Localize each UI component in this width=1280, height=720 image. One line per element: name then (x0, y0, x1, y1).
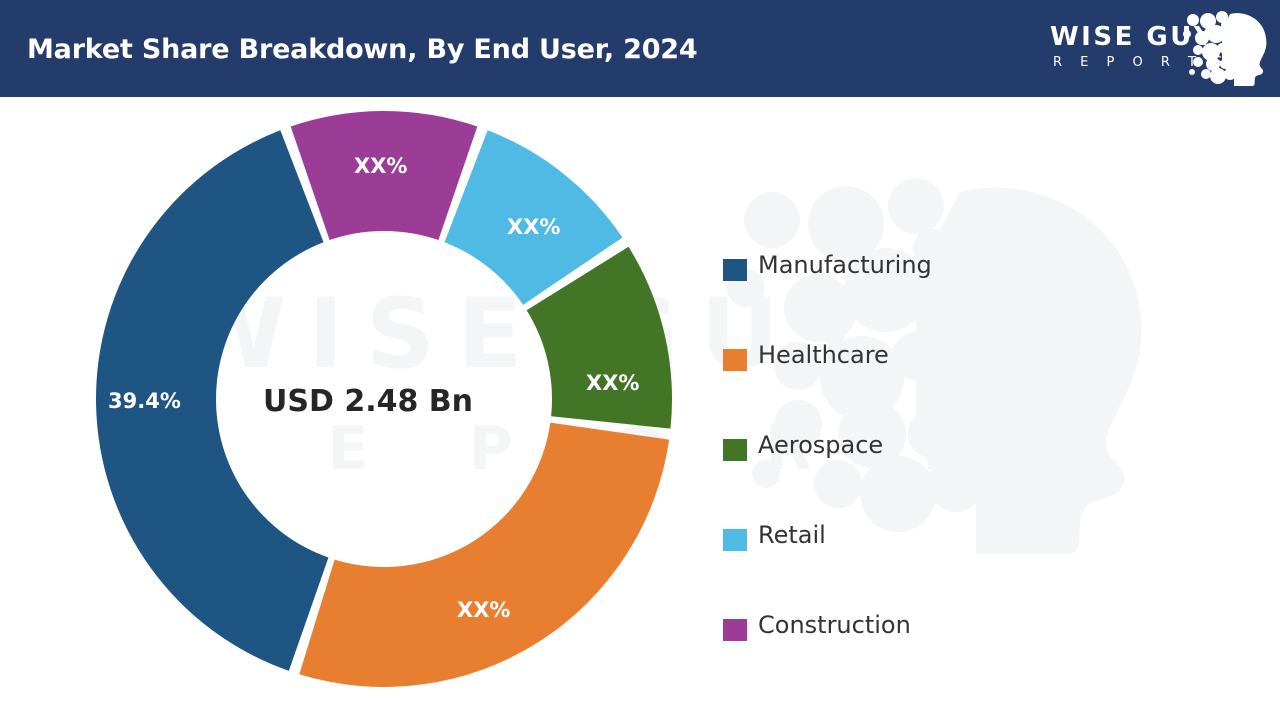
donut-slice-manufacturing[interactable] (96, 130, 329, 671)
legend-swatch-manufacturing (723, 259, 747, 281)
legend-label-construction: Construction (758, 611, 911, 639)
legend-swatch-construction (723, 619, 747, 641)
legend-label-retail: Retail (758, 521, 826, 549)
background-watermark (700, 162, 1160, 636)
legend-label-healthcare: Healthcare (758, 341, 889, 369)
legend-swatch-retail (723, 529, 747, 551)
donut-slice-retail[interactable] (444, 130, 623, 305)
legend-label-aerospace: Aerospace (758, 431, 884, 459)
donut-slice-healthcare[interactable] (299, 422, 670, 687)
legend-swatch-healthcare (723, 349, 747, 371)
slice-label-retail: XX% (507, 215, 561, 239)
donut-slice-aerospace[interactable] (526, 246, 672, 429)
slice-label-construction: XX% (354, 154, 408, 178)
chart-area: WISE GUY R E P O R T S 39.4% XX% XX% XX%… (0, 97, 1280, 720)
slice-label-healthcare: XX% (457, 598, 511, 622)
slice-label-manufacturing: 39.4% (108, 389, 181, 413)
legend-label-manufacturing: Manufacturing (758, 251, 932, 279)
header-bar: Market Share Breakdown, By End User, 202… (0, 0, 1280, 97)
wise-guy-reports-logo: WISE GUY R E P O R T S (1050, 8, 1272, 88)
donut-center-label: USD 2.48 Bn (263, 384, 473, 419)
legend-swatch-aerospace (723, 439, 747, 461)
slice-label-aerospace: XX% (586, 371, 640, 395)
logo-wordmark-line2: R E P O R T S (1053, 55, 1230, 70)
donut-chart (96, 111, 672, 687)
page-title: Market Share Breakdown, By End User, 202… (27, 34, 698, 65)
head-profile-dots-icon (1183, 11, 1267, 86)
donut-slice-construction[interactable] (290, 111, 478, 241)
donut-slices (96, 111, 672, 687)
